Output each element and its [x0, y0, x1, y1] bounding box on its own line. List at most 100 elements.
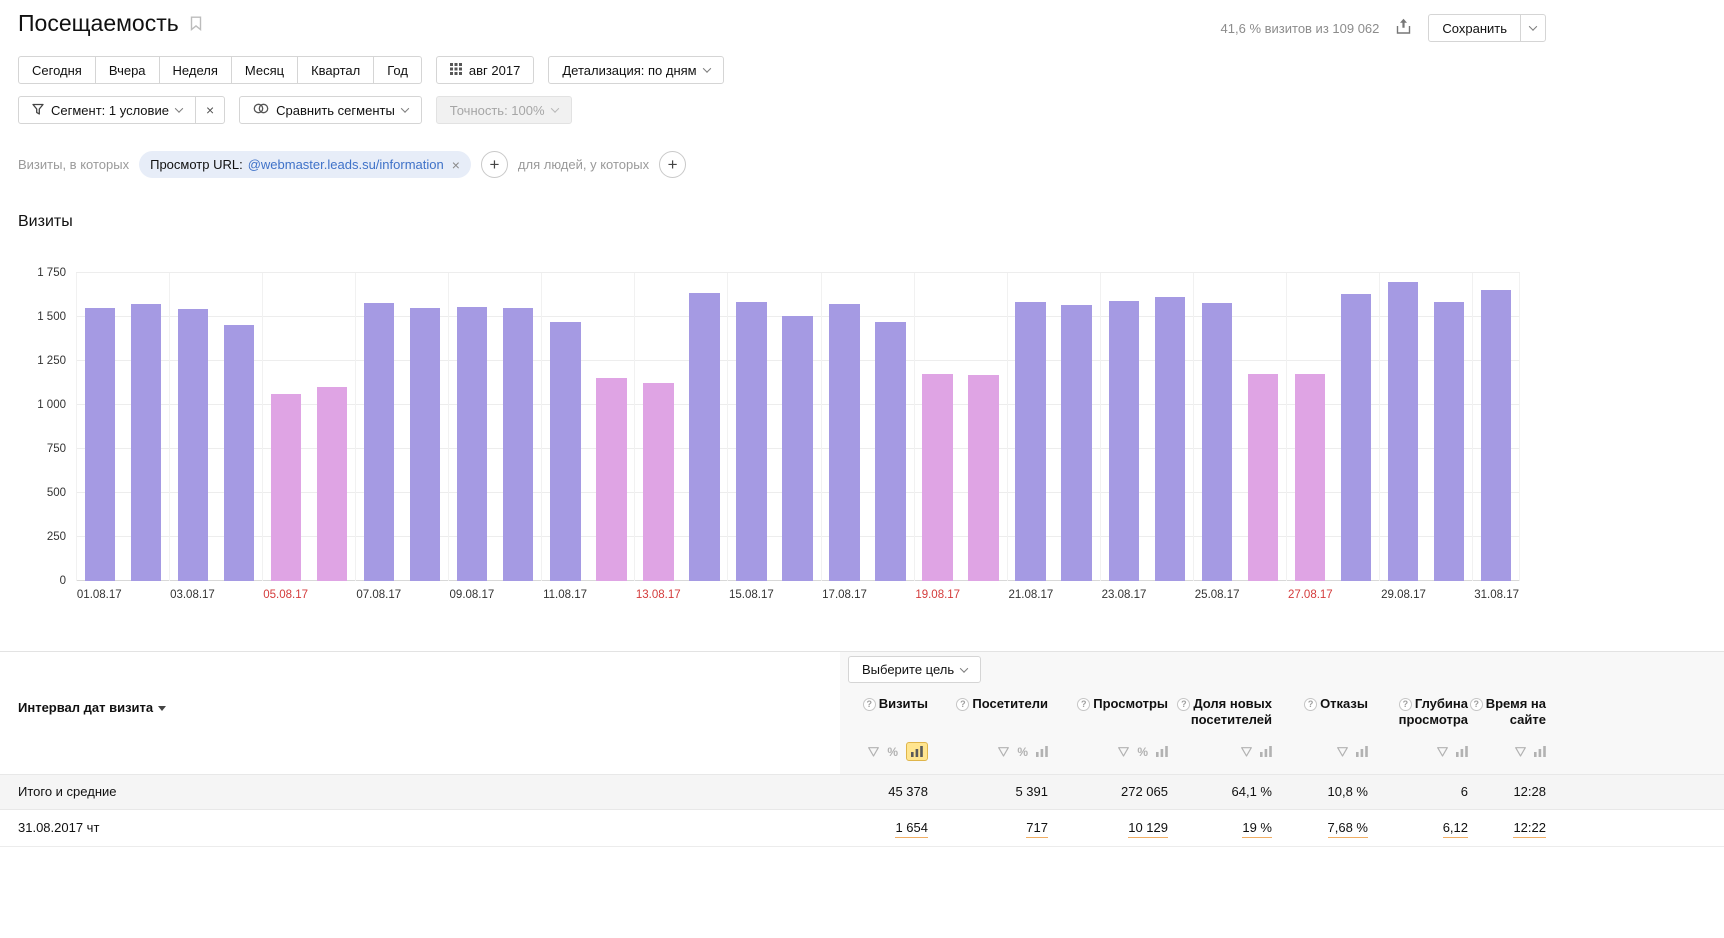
bar-column-27.08.17[interactable]: [1285, 273, 1333, 581]
bar[interactable]: [736, 301, 767, 581]
row-new-visitors-share[interactable]: 19 %: [1242, 820, 1272, 838]
bar[interactable]: [177, 308, 209, 581]
filter-funnel-icon[interactable]: [1337, 746, 1348, 757]
column-header-page-depth[interactable]: ? Глубина просмотра: [1398, 696, 1468, 728]
bar-column-21.08.17[interactable]: [1006, 273, 1054, 581]
bar-column-17.08.17[interactable]: [820, 273, 868, 581]
dimension-header[interactable]: Интервал дат визита: [0, 652, 840, 774]
chart-icon[interactable]: [1036, 746, 1048, 757]
bar[interactable]: [1387, 282, 1419, 581]
tab-yesterday[interactable]: Вчера: [94, 56, 160, 84]
bar[interactable]: [782, 315, 813, 581]
tab-week[interactable]: Неделя: [158, 56, 232, 84]
bar[interactable]: [1480, 289, 1512, 581]
chart-icon[interactable]: [1456, 746, 1468, 757]
column-header-bounce-rate[interactable]: ? Отказы: [1272, 696, 1368, 729]
column-header-visitors[interactable]: ? Посетители: [928, 696, 1048, 729]
percent-icon[interactable]: %: [1017, 744, 1028, 759]
url-filter-chip[interactable]: Просмотр URL: @webmaster.leads.su/inform…: [139, 151, 471, 178]
bar-column-02.08.17[interactable]: [123, 273, 169, 581]
filter-funnel-icon[interactable]: [1118, 746, 1130, 757]
bar[interactable]: [875, 321, 906, 581]
save-button[interactable]: Сохранить: [1428, 14, 1521, 42]
bar-column-31.08.17[interactable]: [1471, 273, 1519, 581]
detail-dropdown-button[interactable]: Детализация: по дням: [548, 56, 724, 84]
segment-clear-button[interactable]: ×: [194, 96, 226, 124]
row-time-on-site[interactable]: 12:22: [1513, 820, 1546, 838]
bar-column-05.08.17[interactable]: [262, 273, 309, 581]
filter-funnel-icon[interactable]: [868, 746, 880, 757]
bar[interactable]: [643, 383, 674, 581]
bar-column-09.08.17[interactable]: [448, 273, 495, 581]
tab-today[interactable]: Сегодня: [18, 56, 96, 84]
add-visit-condition-button[interactable]: +: [480, 151, 508, 178]
row-page-depth[interactable]: 6,12: [1442, 820, 1468, 838]
bar-column-24.08.17[interactable]: [1147, 273, 1193, 581]
percent-icon[interactable]: %: [887, 744, 898, 759]
bar-column-29.08.17[interactable]: [1378, 273, 1426, 581]
bar-column-22.08.17[interactable]: [1054, 273, 1100, 581]
chip-close-icon[interactable]: ×: [451, 156, 460, 173]
filter-funnel-icon[interactable]: [998, 746, 1010, 757]
bar[interactable]: [1294, 374, 1326, 581]
help-icon[interactable]: ?: [1469, 698, 1483, 712]
bar[interactable]: [689, 292, 720, 581]
export-button[interactable]: [1393, 16, 1414, 40]
bar-column-12.08.17[interactable]: [588, 273, 634, 581]
bar[interactable]: [364, 303, 395, 581]
column-header-new-visitors-share[interactable]: ? Доля новых посетителей: [1168, 696, 1272, 729]
help-icon[interactable]: ?: [862, 698, 876, 712]
column-header-visits[interactable]: ? Визиты: [840, 696, 928, 729]
bar-column-26.08.17[interactable]: [1240, 273, 1286, 581]
compare-segments-button[interactable]: Сравнить сегменты: [239, 96, 422, 124]
bar[interactable]: [503, 308, 534, 581]
bar-column-07.08.17[interactable]: [355, 273, 402, 581]
filter-funnel-icon[interactable]: [1437, 746, 1448, 757]
goal-select-button[interactable]: Выберите цель: [848, 656, 982, 683]
bar[interactable]: [1247, 374, 1278, 581]
bar[interactable]: [1015, 301, 1046, 581]
bar-column-10.08.17[interactable]: [495, 273, 541, 581]
chart-icon[interactable]: [1534, 746, 1546, 757]
bar[interactable]: [1154, 297, 1185, 581]
help-icon[interactable]: ?: [1304, 698, 1318, 712]
chip-url-link[interactable]: @webmaster.leads.su/information: [247, 157, 444, 172]
row-visitors[interactable]: 717: [1026, 820, 1048, 838]
add-people-condition-button[interactable]: +: [659, 151, 687, 178]
column-header-time-on-site[interactable]: ? Время на сайте: [1468, 696, 1546, 729]
bar-column-28.08.17[interactable]: [1333, 273, 1379, 581]
chart-icon[interactable]: [1356, 746, 1368, 757]
segment-button[interactable]: Сегмент: 1 условие: [18, 96, 196, 124]
bar[interactable]: [829, 303, 860, 581]
row-pageviews[interactable]: 10 129: [1128, 820, 1168, 838]
bar-column-25.08.17[interactable]: [1192, 273, 1240, 581]
row-visits[interactable]: 1 654: [895, 820, 928, 838]
save-dropdown-button[interactable]: [1520, 14, 1546, 42]
bar-column-03.08.17[interactable]: [169, 273, 216, 581]
help-icon[interactable]: ?: [1177, 698, 1191, 712]
filter-funnel-icon[interactable]: [1515, 746, 1526, 757]
bar-column-15.08.17[interactable]: [727, 273, 774, 581]
bar[interactable]: [1201, 303, 1232, 581]
bar-column-23.08.17[interactable]: [1099, 273, 1147, 581]
bar[interactable]: [1061, 305, 1092, 581]
column-header-pageviews[interactable]: ? Просмотры: [1048, 696, 1168, 729]
bar[interactable]: [596, 378, 627, 581]
tab-month[interactable]: Месяц: [230, 56, 299, 84]
help-icon[interactable]: ?: [956, 698, 970, 712]
accuracy-button[interactable]: Точность: 100%: [435, 96, 572, 124]
bar-column-19.08.17[interactable]: [913, 273, 961, 581]
bookmark-icon[interactable]: [188, 14, 204, 33]
chart-icon[interactable]: [1156, 746, 1168, 757]
tab-quarter[interactable]: Квартал: [297, 56, 375, 84]
bar-column-16.08.17[interactable]: [774, 273, 820, 581]
bar-column-01.08.17[interactable]: [76, 273, 123, 581]
bar-column-04.08.17[interactable]: [216, 273, 262, 581]
bar[interactable]: [316, 387, 348, 581]
bar[interactable]: [1433, 301, 1465, 581]
help-icon[interactable]: ?: [1077, 698, 1091, 712]
bar[interactable]: [922, 374, 953, 581]
bar-column-08.08.17[interactable]: [402, 273, 448, 581]
bar-column-06.08.17[interactable]: [309, 273, 355, 581]
bar[interactable]: [270, 394, 302, 581]
